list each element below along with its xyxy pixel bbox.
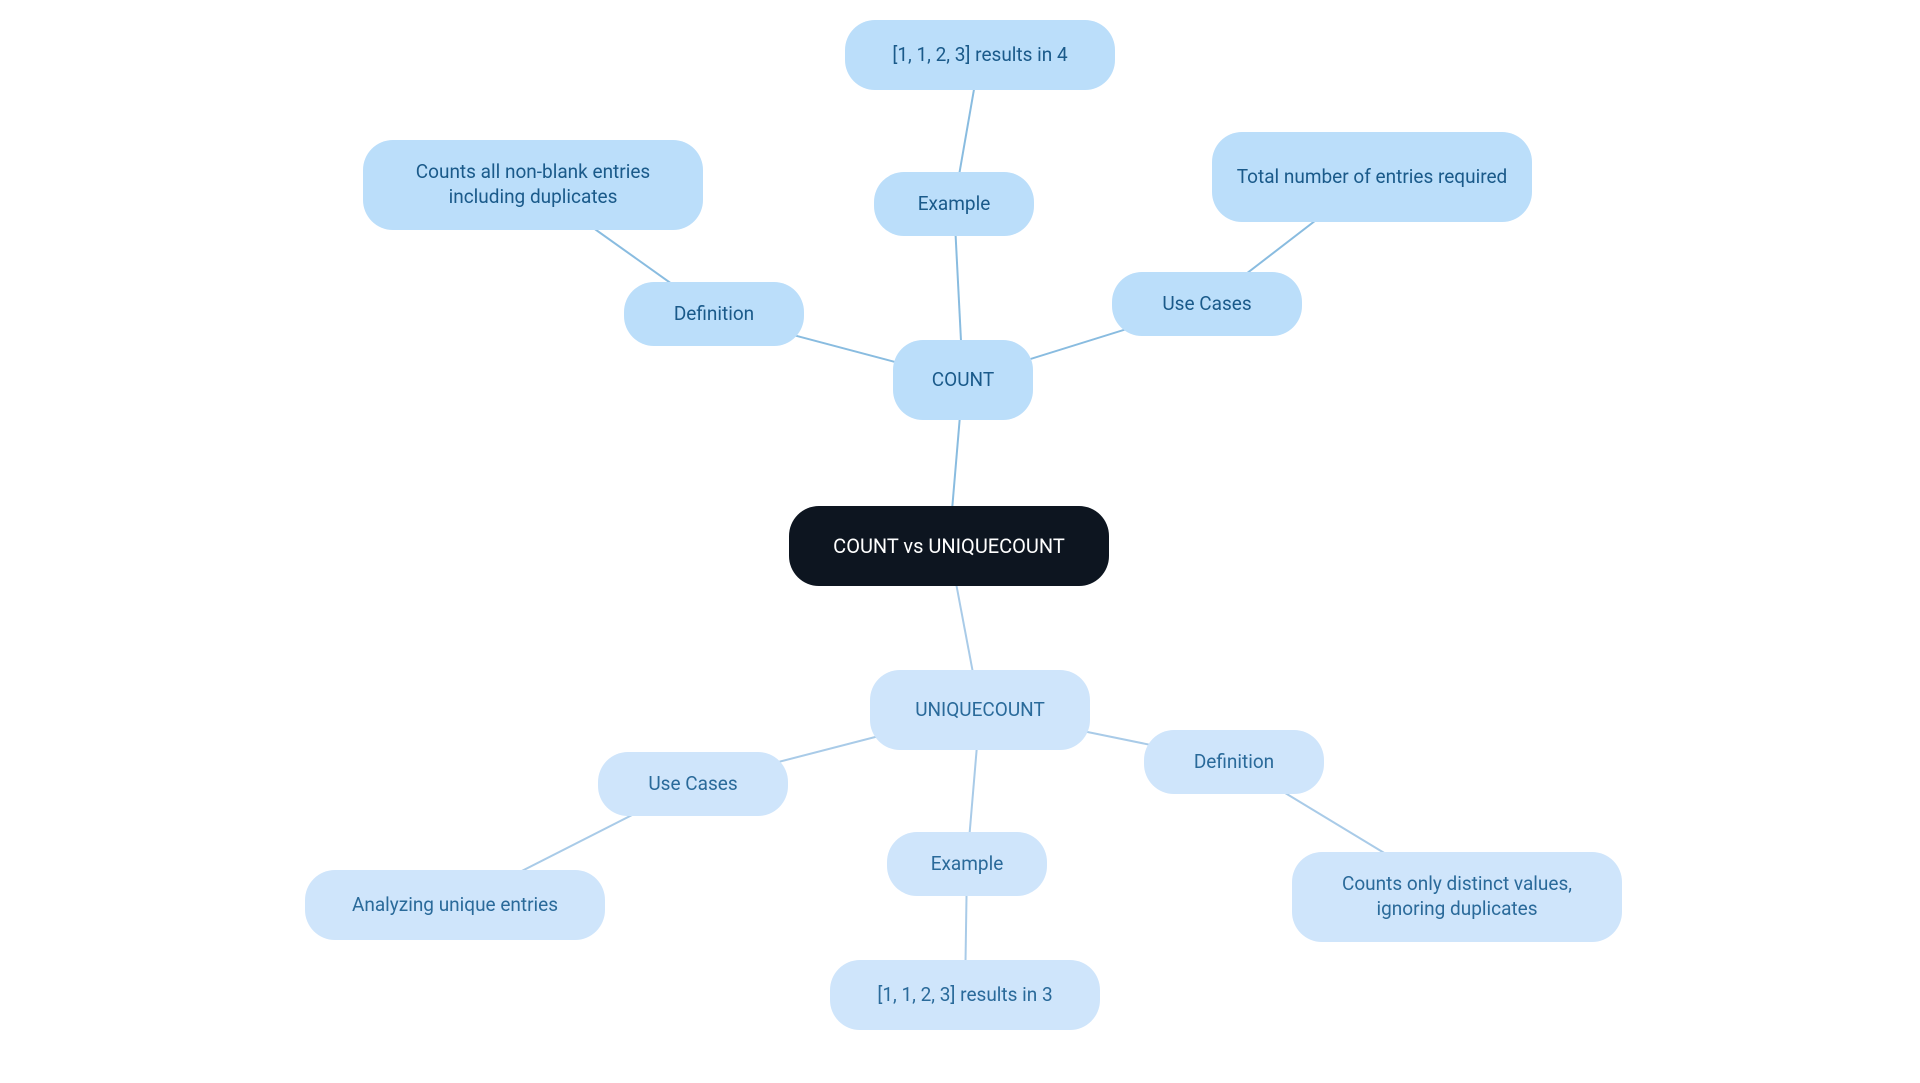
node-count_uc: Use Cases (1112, 272, 1302, 336)
node-count_def_d: Counts all non-blank entries including d… (363, 140, 703, 230)
node-count: COUNT (893, 340, 1033, 420)
node-count_ex: Example (874, 172, 1034, 236)
node-unique_def: Definition (1144, 730, 1324, 794)
node-count_def: Definition (624, 282, 804, 346)
node-unique_ex: Example (887, 832, 1047, 896)
node-unique: UNIQUECOUNT (870, 670, 1090, 750)
node-unique_uc_d: Analyzing unique entries (305, 870, 605, 940)
node-unique_def_d: Counts only distinct values, ignoring du… (1292, 852, 1622, 942)
node-root: COUNT vs UNIQUECOUNT (789, 506, 1109, 586)
node-unique_ex_d: [1, 1, 2, 3] results in 3 (830, 960, 1100, 1030)
node-unique_uc: Use Cases (598, 752, 788, 816)
node-count_ex_d: [1, 1, 2, 3] results in 4 (845, 20, 1115, 90)
node-count_uc_d: Total number of entries required (1212, 132, 1532, 222)
